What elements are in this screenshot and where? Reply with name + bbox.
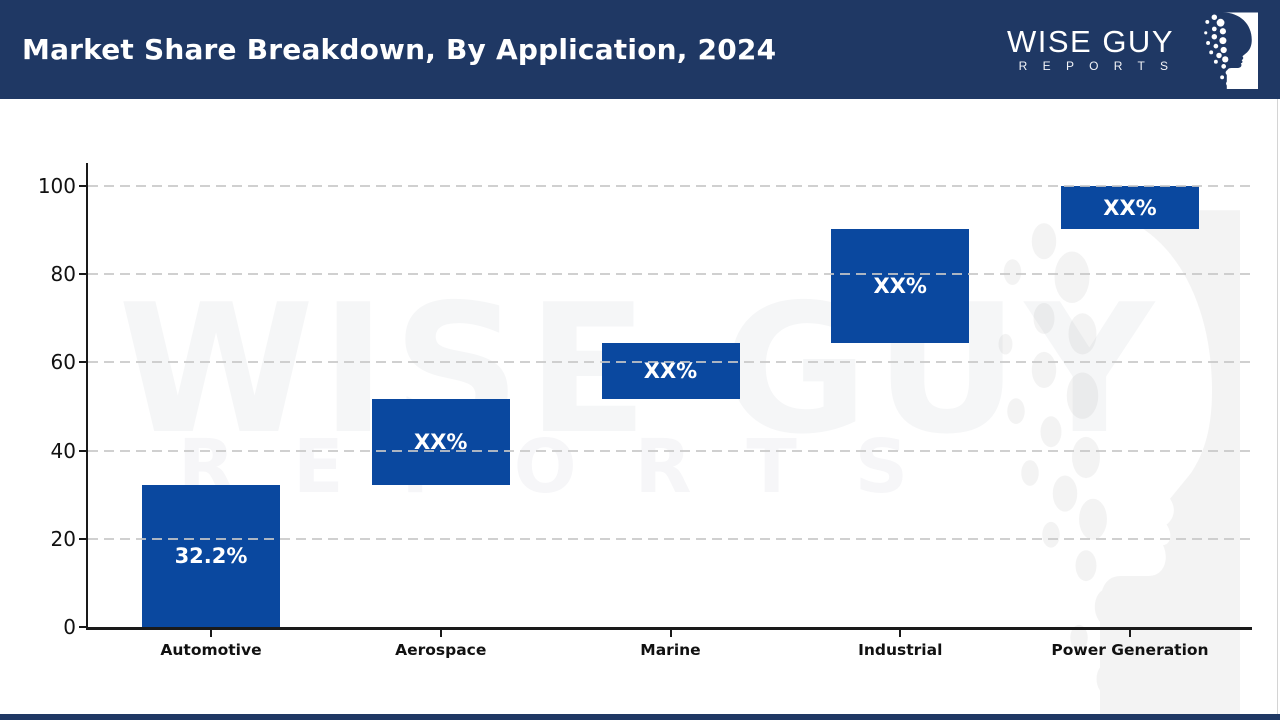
- y-axis-label: 20: [50, 526, 76, 551]
- y-axis-tick: [79, 626, 88, 628]
- x-axis-tick: [210, 630, 212, 637]
- footer-bar: [0, 714, 1280, 720]
- x-axis-tick: [669, 630, 672, 637]
- bar-automotive: [142, 484, 280, 627]
- x-axis-tick: [439, 630, 442, 637]
- y-axis-tick: [79, 537, 88, 540]
- y-axis-tick: [79, 185, 88, 187]
- x-axis-label-aerospace: Aerospace: [395, 641, 487, 659]
- gridline-40: [88, 449, 1252, 452]
- y-axis-line: [86, 163, 88, 627]
- y-axis-tick: [79, 449, 88, 452]
- bar-value-label-marine: XX%: [643, 358, 698, 383]
- x-axis-tick: [1129, 630, 1131, 637]
- gridline-80: [88, 273, 1252, 276]
- wiseguy-face-icon: [1204, 12, 1258, 89]
- header-bar: Market Share Breakdown, By Application, …: [0, 0, 1280, 99]
- y-axis-label: 60: [50, 350, 76, 375]
- wiseguy-logo: WISE GUY R E P O R T S: [1007, 8, 1258, 92]
- gridline-60: [88, 361, 1252, 364]
- bar-value-label-power-generation: XX%: [1103, 195, 1157, 220]
- bar-aerospace: [371, 399, 510, 485]
- bar-value-label-automotive: 32.2%: [174, 543, 248, 568]
- wiseguy-logo-text: WISE GUY R E P O R T S: [1007, 25, 1174, 74]
- bar-marine: [601, 342, 740, 400]
- x-axis-label-marine: Marine: [640, 641, 701, 659]
- y-axis-label: 80: [50, 262, 76, 287]
- logo-wordmark: WISE GUY: [1006, 24, 1174, 59]
- x-axis-label-industrial: Industrial: [858, 641, 943, 659]
- logo-subtitle: R E P O R T S: [1018, 59, 1174, 73]
- x-axis-label-power-generation: Power Generation: [1051, 641, 1209, 659]
- bar-power-generation: [1061, 186, 1199, 230]
- bar-value-label-industrial: XX%: [873, 273, 927, 298]
- y-axis-label: 0: [63, 615, 76, 639]
- y-axis-tick: [79, 273, 88, 276]
- bar-value-label-aerospace: XX%: [414, 430, 468, 455]
- x-axis-tick: [899, 630, 902, 637]
- y-axis-label: 40: [50, 438, 76, 463]
- y-axis-label: 100: [37, 174, 76, 198]
- y-axis-tick: [79, 361, 88, 364]
- gridline-100: [88, 185, 1252, 187]
- x-axis-line: [86, 627, 1252, 630]
- image-right-border: [1277, 99, 1278, 714]
- page-title: Market Share Breakdown, By Application, …: [22, 33, 777, 66]
- bar-industrial: [831, 229, 970, 343]
- watermark-face-icon: [998, 210, 1240, 715]
- gridline-20: [88, 537, 1252, 540]
- x-axis-label-automotive: Automotive: [160, 641, 262, 659]
